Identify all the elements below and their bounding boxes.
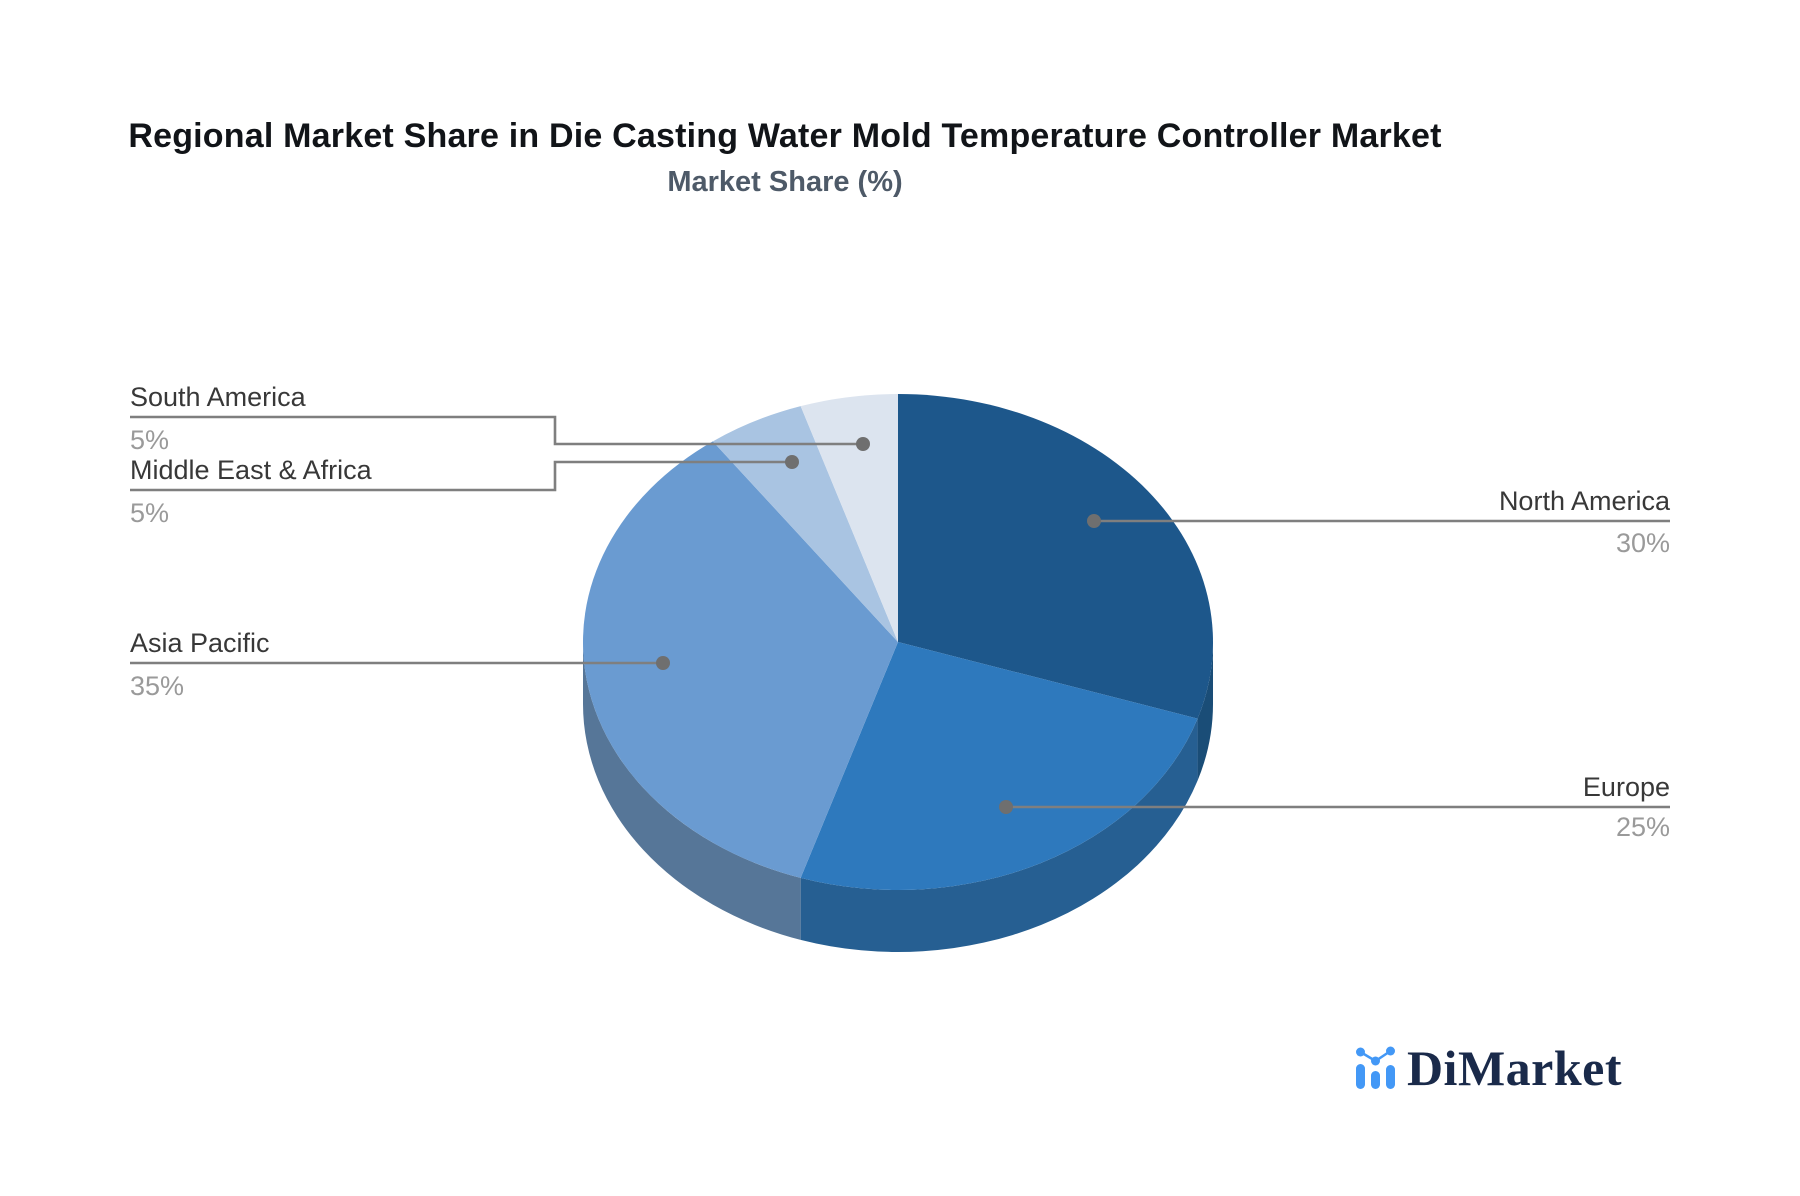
leader-dot <box>1087 514 1101 528</box>
callout-label-south-america: South America <box>130 379 306 415</box>
pie-slice-wall <box>583 642 801 940</box>
leader-dot <box>785 455 799 469</box>
logo-text: DiMarket <box>1406 1040 1622 1096</box>
pie-slice-wall <box>800 718 1198 952</box>
callout-label-europe: Europe <box>1583 769 1670 805</box>
leader-line <box>130 415 863 446</box>
leader-dot <box>999 800 1013 814</box>
slice-label: South America <box>130 382 306 412</box>
pie-slice-wall <box>1197 642 1213 781</box>
pie-slices <box>582 394 1213 890</box>
bar-line-chart-icon <box>1355 1046 1395 1089</box>
callout-label-north-america: North America <box>1499 483 1670 519</box>
pie-slice-asia-pacific <box>582 441 898 878</box>
callout-label-middle-east-africa: Middle East & Africa <box>130 452 372 488</box>
pie-slice-north-america <box>898 394 1213 719</box>
leader-line <box>130 460 792 492</box>
pie-slice-europe <box>800 642 1198 890</box>
slice-label: Europe <box>1582 772 1670 802</box>
pie-slice-south-america <box>800 394 898 642</box>
callout-pct-south-america: 5% <box>130 425 170 455</box>
dimarket-logo: DiMarket <box>1354 1038 1622 1094</box>
callout-label-asia-pacific: Asia Pacific <box>130 625 270 661</box>
chart-title: Regional Market Share in Die Casting Wat… <box>128 117 1442 155</box>
slice-label: Middle East & Africa <box>130 455 372 485</box>
callout-pct-asia-pacific: 35% <box>130 671 185 701</box>
callout-pct-europe: 25% <box>1615 812 1670 842</box>
callout-pct-middle-east-africa: 5% <box>130 498 170 528</box>
slice-label: Asia Pacific <box>130 628 270 658</box>
leader-lines <box>130 415 1670 814</box>
slice-label: North America <box>1498 486 1670 516</box>
chart-subtitle: Market Share (%) <box>667 166 903 198</box>
pie-side-walls <box>583 642 1213 952</box>
leader-dot <box>856 437 870 451</box>
leader-dot <box>656 656 670 670</box>
pie-slice-middle-east-africa <box>712 406 898 642</box>
callout-pct-north-america: 30% <box>1615 528 1670 558</box>
